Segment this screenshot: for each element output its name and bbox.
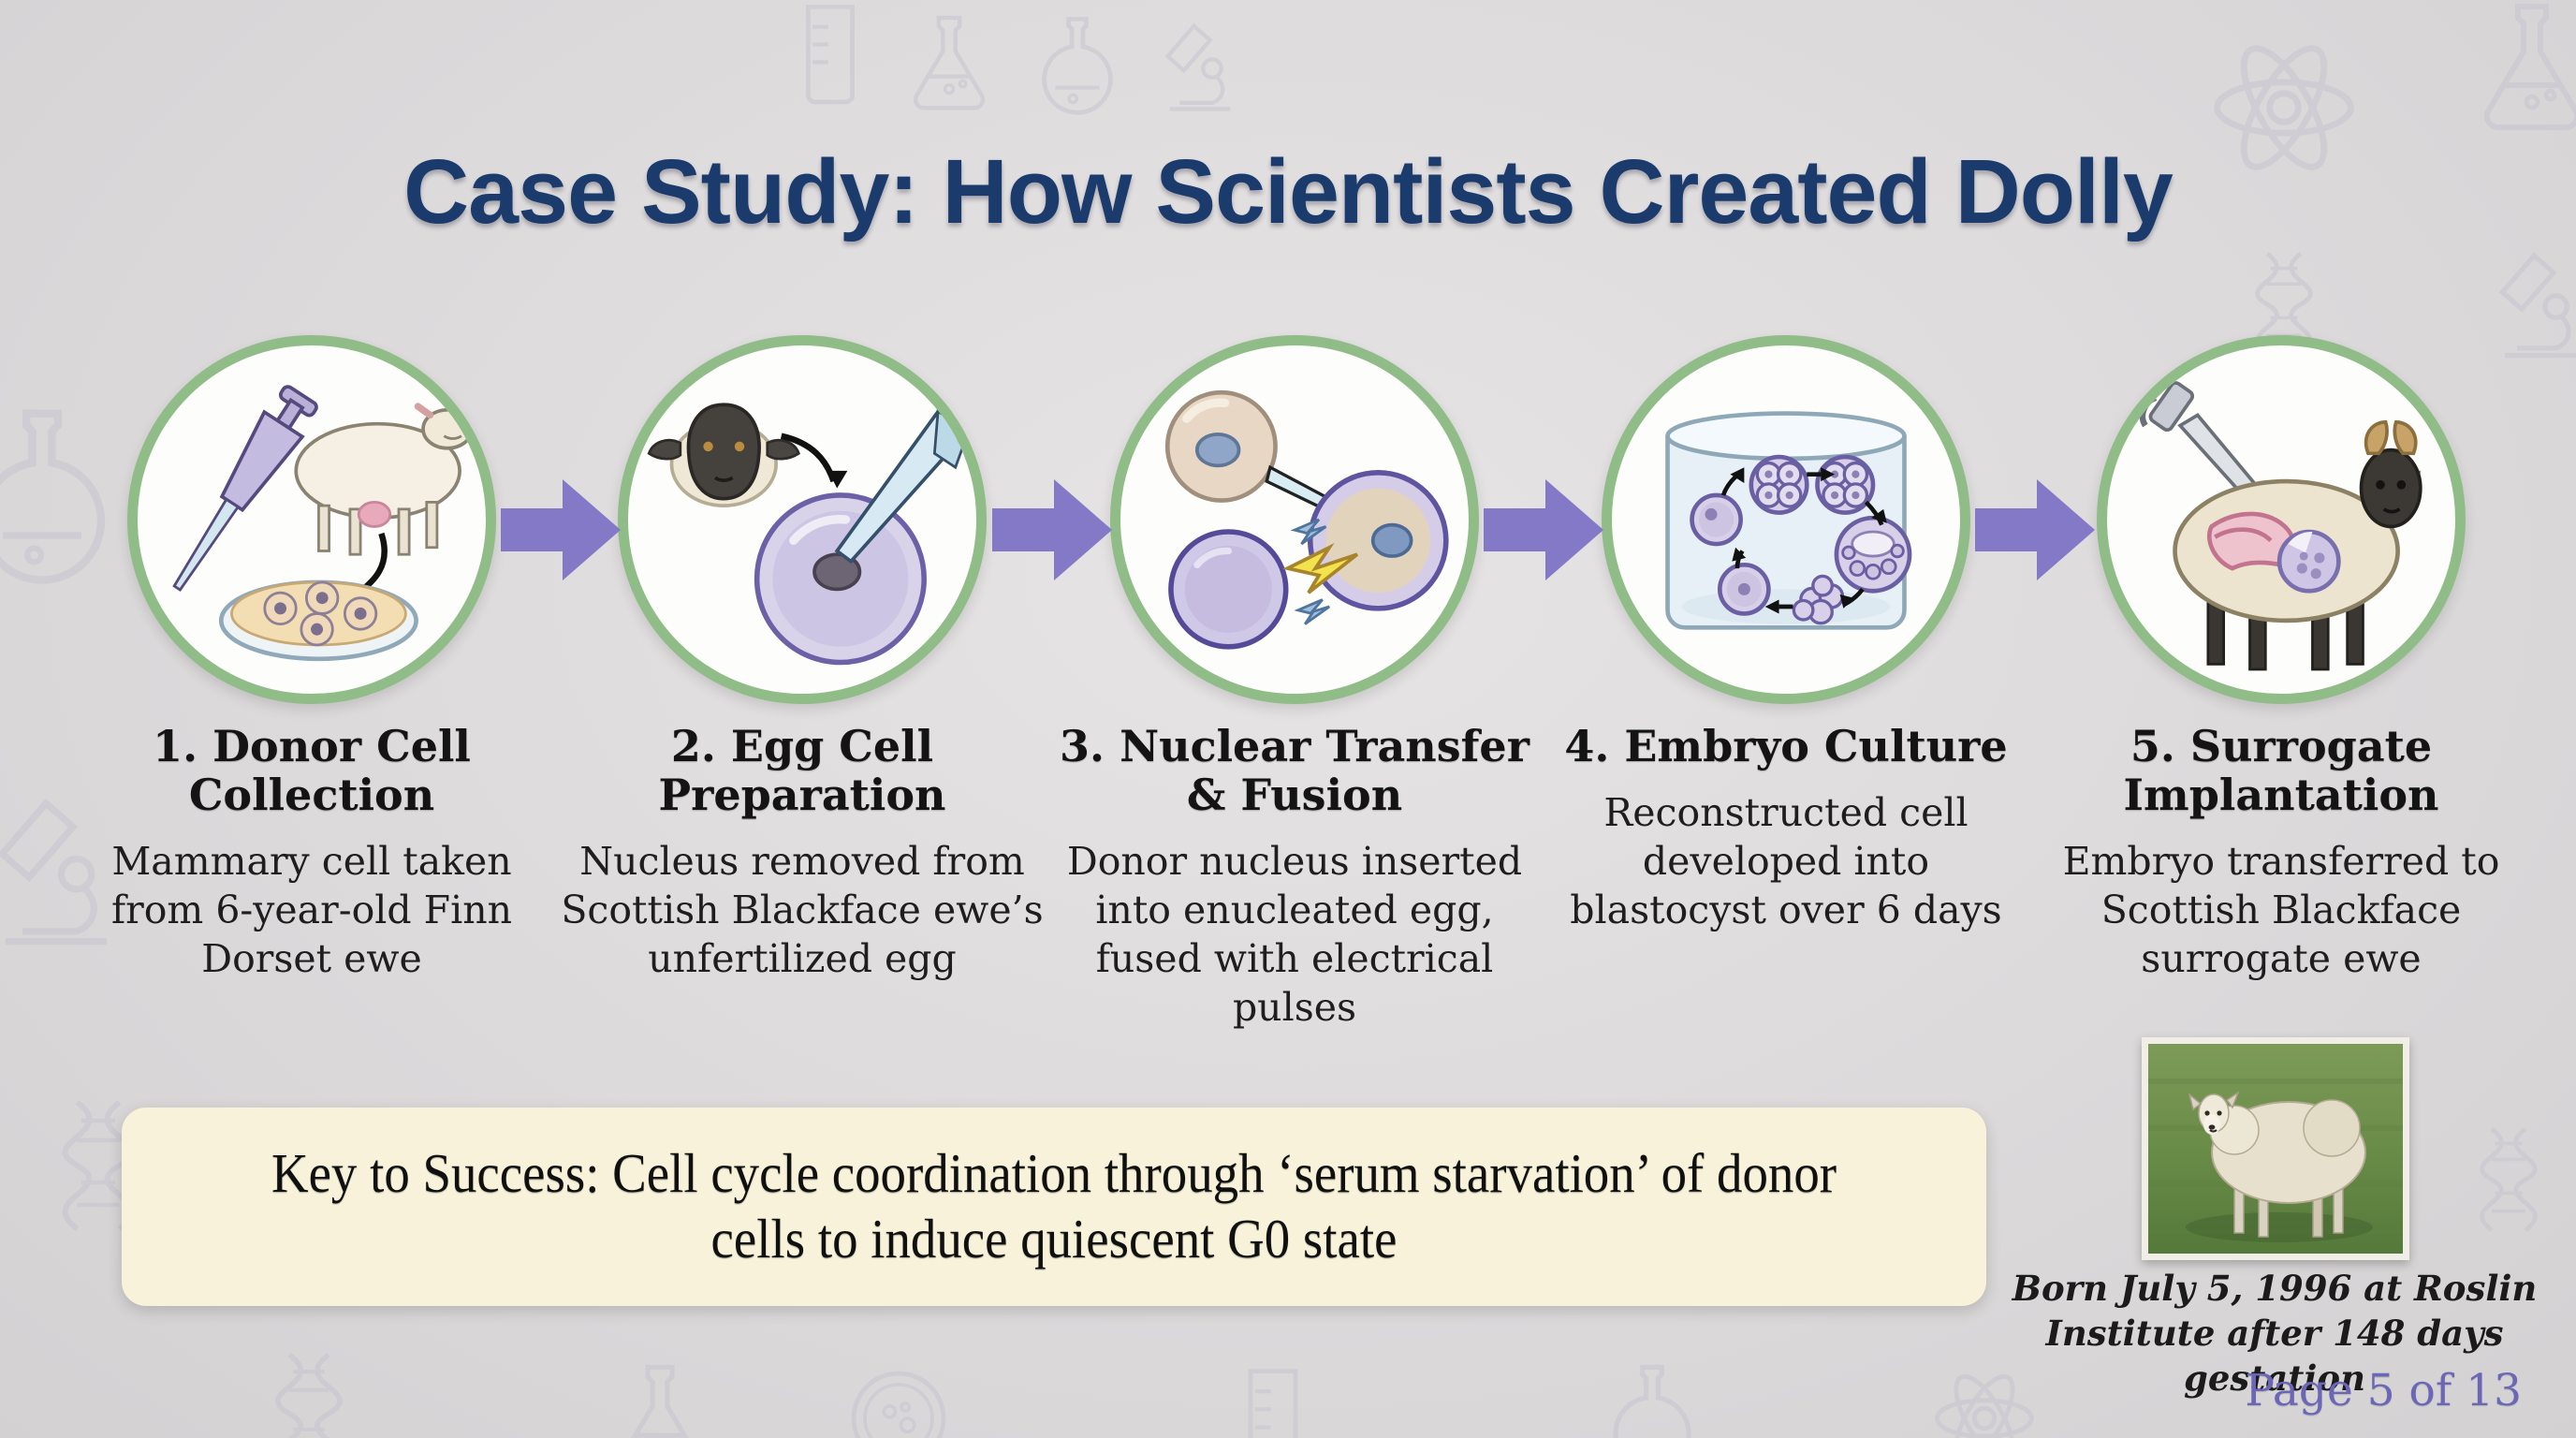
step-description: Embryo transferred to Scottish Blackface…: [2062, 838, 2500, 982]
small-bolt-icon: [1294, 598, 1331, 625]
blastocyst-icon: [1834, 515, 1912, 594]
microscope-icon: [2481, 234, 2576, 374]
dolly-caption-line1: Born July 5, 1996 at Roslin: [2012, 1268, 2538, 1309]
step-description: Donor nucleus inserted into enucleated e…: [1066, 838, 1523, 1031]
petri-dish-icon: [842, 1357, 955, 1438]
blackface-sheep-head-icon: [647, 403, 800, 507]
horn-icon: [2393, 419, 2418, 456]
finn-dorset-sheep-icon: [294, 403, 479, 556]
flow-arrow-icon: [501, 479, 621, 580]
flask-icon: [2462, 0, 2576, 150]
round-flask-icon: [0, 356, 140, 637]
small-bolt-icon: [1290, 518, 1327, 546]
page-number: Page 5 of 13: [2245, 1365, 2522, 1416]
step3-text: 3. Nuclear Transfer & Fusion Donor nucle…: [1051, 721, 1538, 1032]
step3-circle: [1110, 335, 1479, 704]
donor-cell-icon: [1164, 389, 1278, 503]
page-title: Case Study: How Scientists Created Dolly: [403, 139, 2174, 242]
donor-cell-collection-illustration: [172, 385, 479, 662]
dna-icon: [2452, 1105, 2565, 1255]
egg-cell-icon: [754, 492, 927, 666]
lightning-bolt-icon: [1282, 542, 1359, 594]
fused-egg-icon: [1307, 469, 1449, 611]
dolly-caption: Born July 5, 1996 at Roslin Institute af…: [1984, 1266, 2565, 1401]
step4-circle: [1602, 335, 1970, 704]
step-description: Reconstructed cell developed into blasto…: [1570, 789, 2002, 933]
step4-text: 4. Embryo Culture Reconstructed cell dev…: [1543, 721, 2029, 934]
step-title: 4. Embryo Culture: [1564, 721, 2008, 771]
step-title: 5. Surrogate Implantation: [2123, 721, 2439, 820]
step1-circle: [127, 335, 496, 704]
surrogate-implantation-illustration: [2139, 381, 2422, 671]
step-title: 2. Egg Cell Preparation: [658, 721, 946, 820]
flow-arrow-icon: [1975, 479, 2095, 580]
dna-icon: [243, 1339, 374, 1438]
flow-arrow-icon: [1484, 479, 1603, 580]
microscope-icon: [1149, 13, 1251, 120]
dolly-photo: [2142, 1037, 2409, 1260]
beaker-icon: [775, 0, 886, 114]
nuclear-transfer-fusion-illustration: [1164, 389, 1449, 650]
embryo-culture-illustration: [1665, 411, 1912, 630]
round-flask-icon: [1591, 1348, 1713, 1438]
round-flask-icon: [1022, 7, 1133, 124]
flask-icon: [599, 1348, 721, 1438]
dolly-caption-line2: Institute after 148 days gestation: [2045, 1313, 2504, 1400]
flask-icon: [897, 6, 1002, 118]
step5-circle: [2097, 335, 2466, 704]
step2-circle: [618, 335, 987, 704]
step-title: 3. Nuclear Transfer & Fusion: [1060, 721, 1530, 820]
key-to-success-text: Key to Success: Cell cycle coordination …: [271, 1142, 1837, 1269]
flow-arrow-icon: [992, 479, 1112, 580]
step-description: Nucleus removed from Scottish Blackface …: [561, 838, 1044, 982]
blackface-surrogate-sheep-icon: [2173, 419, 2422, 671]
dolly-sheep-icon: [2188, 1091, 2366, 1238]
enucleated-cell-icon: [1168, 529, 1289, 650]
cycle-arrows-icon: [1720, 467, 1887, 614]
beaker-icon: [1217, 1353, 1329, 1438]
pipette-icon: [172, 385, 318, 592]
horn-icon: [2364, 419, 2389, 456]
egg-cell-preparation-illustration: [647, 403, 973, 666]
step-title: 1. Donor Cell Collection: [153, 721, 471, 820]
step2-text: 2. Egg Cell Preparation Nucleus removed …: [559, 721, 1046, 983]
petri-dish-cells-icon: [218, 580, 418, 662]
step-description: Mammary cell taken from 6-year-old Finn …: [110, 838, 513, 982]
key-to-success-box: Key to Success: Cell cycle coordination …: [122, 1108, 1986, 1306]
implanted-embryo-icon: [2276, 529, 2341, 594]
step1-text: 1. Donor Cell Collection Mammary cell ta…: [68, 721, 555, 983]
dolly-sheep-photo-illustration: [2148, 1044, 2403, 1254]
step5-text: 5. Surrogate Implantation Embryo transfe…: [2038, 721, 2525, 983]
